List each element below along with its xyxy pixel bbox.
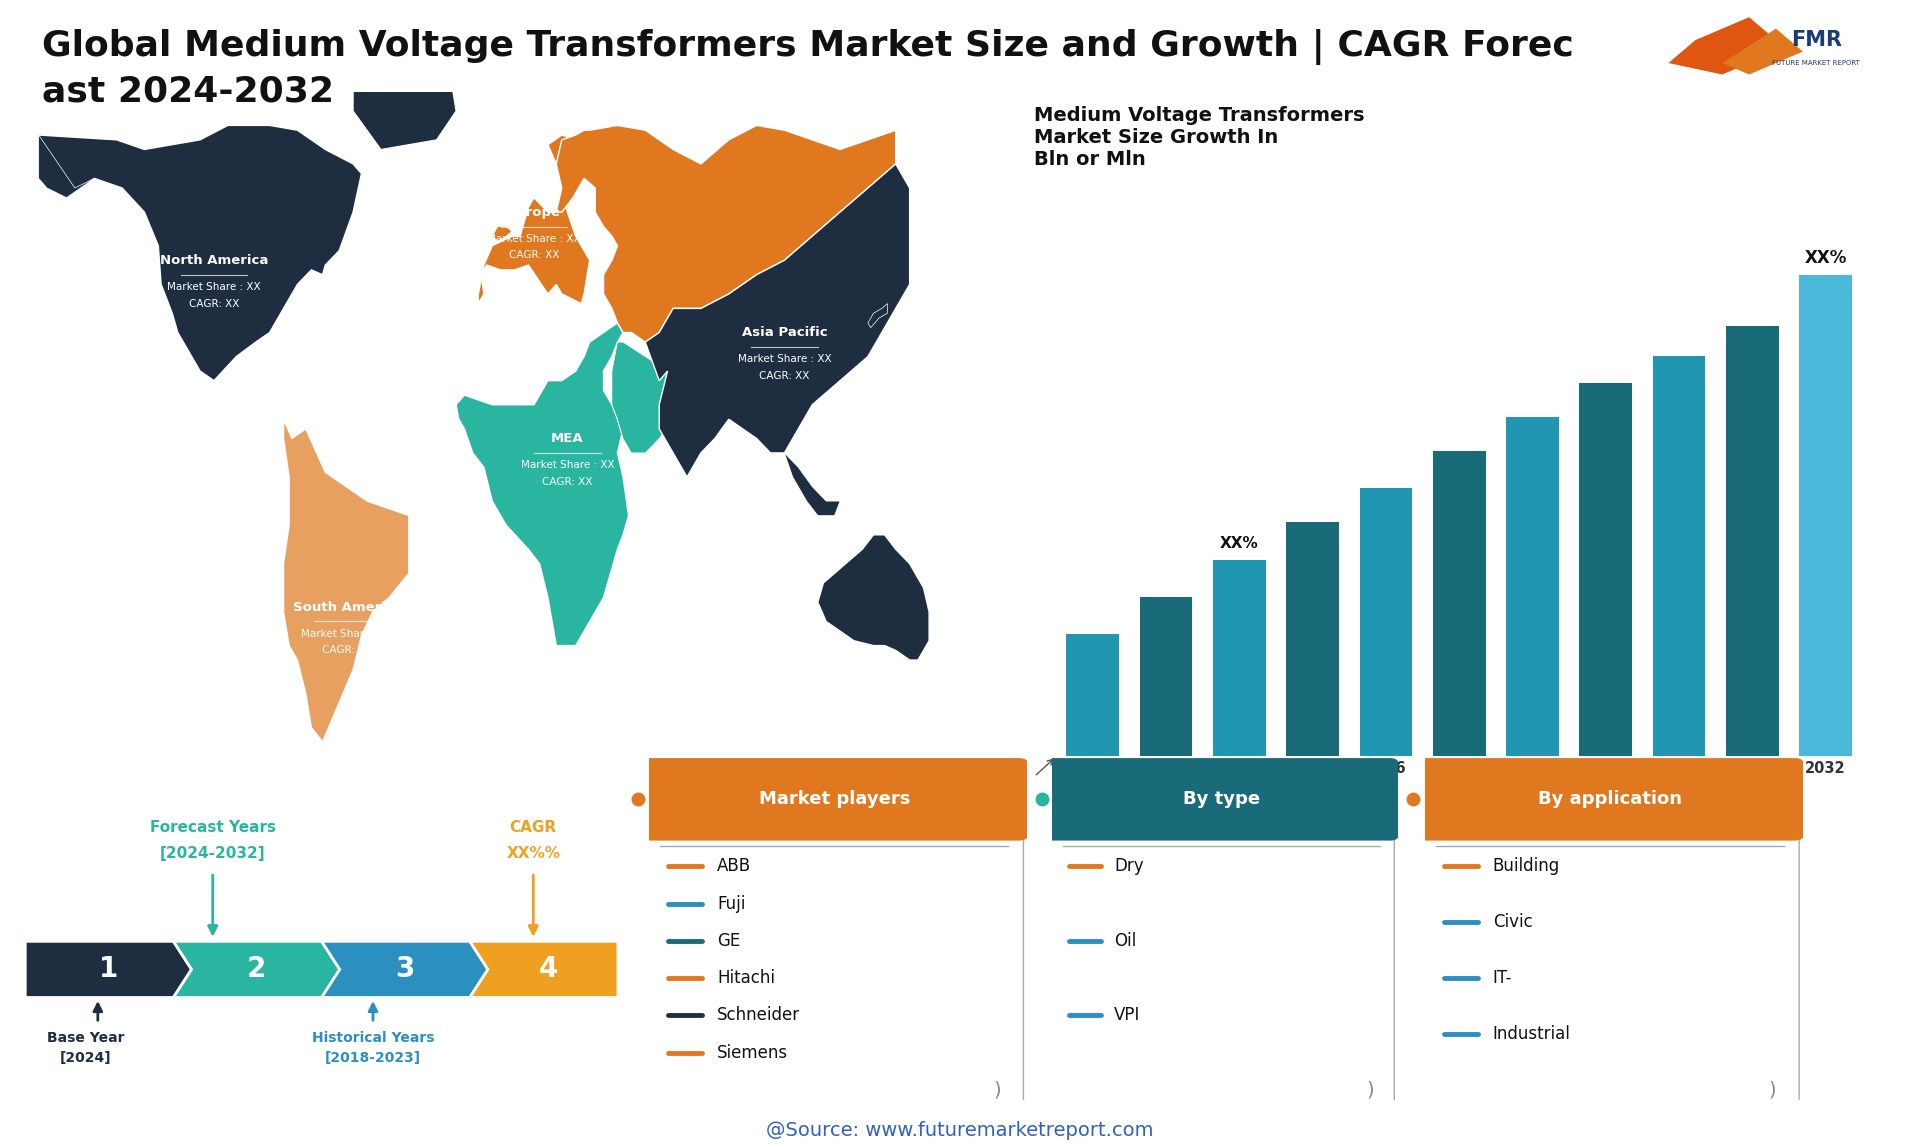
Text: North America: North America (159, 253, 269, 267)
Polygon shape (492, 227, 513, 241)
Text: Medium Voltage Transformers
Market Size Growth In
Bln or Mln: Medium Voltage Transformers Market Size … (1035, 107, 1365, 170)
Text: ast 2024-2032: ast 2024-2032 (42, 74, 334, 109)
Polygon shape (38, 135, 94, 197)
Polygon shape (645, 164, 910, 477)
Text: By type: By type (1183, 791, 1260, 808)
FancyBboxPatch shape (1044, 759, 1400, 841)
Text: FMR: FMR (1791, 30, 1841, 50)
Polygon shape (25, 941, 192, 997)
Text: Building: Building (1492, 857, 1559, 876)
Text: Market Share : XX: Market Share : XX (737, 354, 831, 364)
Polygon shape (470, 941, 618, 997)
Polygon shape (557, 135, 584, 179)
Text: VPI: VPI (1114, 1006, 1140, 1025)
Text: CAGR: XX: CAGR: XX (758, 371, 810, 380)
Text: MEA: MEA (551, 432, 584, 445)
Text: 3: 3 (396, 956, 415, 983)
Text: [2018-2023]: [2018-2023] (324, 1051, 420, 1066)
FancyBboxPatch shape (639, 759, 1029, 841)
Text: CAGR: XX: CAGR: XX (188, 299, 240, 308)
Text: Historical Years: Historical Years (311, 1030, 434, 1045)
Polygon shape (457, 323, 678, 645)
Bar (1140, 597, 1192, 756)
Text: Siemens: Siemens (716, 1044, 789, 1061)
Polygon shape (785, 453, 841, 516)
Text: Fuji: Fuji (716, 895, 745, 912)
Bar (1213, 559, 1265, 756)
Bar (1432, 452, 1486, 756)
Text: @Source: www.futuremarketreport.com: @Source: www.futuremarketreport.com (766, 1121, 1154, 1140)
Text: Civic: Civic (1492, 913, 1532, 932)
Text: ): ) (1367, 1081, 1375, 1099)
Text: Base Year: Base Year (46, 1030, 125, 1045)
Text: 1: 1 (98, 956, 117, 983)
Text: CAGR: XX: CAGR: XX (541, 477, 593, 487)
Text: XX%: XX% (1805, 249, 1847, 267)
Text: Global Medium Voltage Transformers Market Size and Growth | CAGR Forec: Global Medium Voltage Transformers Marke… (42, 29, 1574, 64)
Text: Schneider: Schneider (716, 1006, 801, 1025)
Text: [2024-2032]: [2024-2032] (159, 846, 265, 861)
Text: South America: South America (292, 601, 403, 613)
Text: Market Share : XX: Market Share : XX (167, 282, 261, 292)
Text: XX%%: XX%% (507, 846, 561, 861)
FancyBboxPatch shape (1415, 759, 1805, 841)
Polygon shape (353, 77, 457, 149)
Text: ABB: ABB (716, 857, 751, 876)
Bar (1653, 356, 1705, 756)
Polygon shape (321, 941, 488, 997)
Text: ): ) (993, 1081, 1000, 1099)
Bar (1359, 488, 1413, 756)
Text: Market Share : XX: Market Share : XX (301, 628, 394, 638)
Text: FUTURE MARKET REPORT: FUTURE MARKET REPORT (1772, 60, 1860, 66)
Text: ): ) (1768, 1081, 1776, 1099)
Text: CAGR: CAGR (509, 819, 557, 835)
Text: 4: 4 (540, 956, 559, 983)
Polygon shape (478, 131, 595, 304)
Bar (1799, 275, 1853, 756)
Bar (1066, 634, 1119, 756)
Text: XX%: XX% (1219, 536, 1260, 551)
Polygon shape (612, 343, 674, 453)
Text: Dry: Dry (1114, 857, 1144, 876)
Polygon shape (868, 304, 887, 328)
Text: Forecast Years: Forecast Years (150, 819, 276, 835)
Text: GE: GE (716, 932, 741, 950)
Bar (1505, 417, 1559, 756)
Polygon shape (173, 941, 340, 997)
Text: Industrial: Industrial (1492, 1025, 1571, 1043)
FancyBboxPatch shape (1421, 835, 1799, 1104)
Bar (1286, 523, 1338, 756)
FancyBboxPatch shape (1048, 835, 1394, 1104)
Polygon shape (38, 125, 361, 380)
Text: 2: 2 (248, 956, 267, 983)
Polygon shape (1668, 17, 1776, 74)
Text: Hitachi: Hitachi (716, 970, 776, 987)
Polygon shape (557, 125, 897, 343)
Text: Market Share : XX: Market Share : XX (520, 460, 614, 470)
Text: CAGR: XX: CAGR: XX (509, 251, 559, 260)
Text: Market players: Market players (758, 791, 910, 808)
Text: Europe: Europe (507, 205, 561, 219)
Bar (1726, 325, 1778, 756)
Polygon shape (818, 535, 929, 660)
Text: CAGR: XX: CAGR: XX (323, 645, 372, 656)
Text: IT-: IT- (1492, 970, 1513, 987)
Polygon shape (1722, 29, 1803, 74)
Text: By application: By application (1538, 791, 1682, 808)
Polygon shape (284, 419, 409, 741)
Text: Oil: Oil (1114, 932, 1137, 950)
Bar (1580, 383, 1632, 756)
Text: [2024]: [2024] (60, 1051, 111, 1066)
Text: Asia Pacific: Asia Pacific (741, 325, 828, 339)
FancyBboxPatch shape (645, 835, 1023, 1104)
Text: Market Share : XX: Market Share : XX (488, 234, 580, 244)
